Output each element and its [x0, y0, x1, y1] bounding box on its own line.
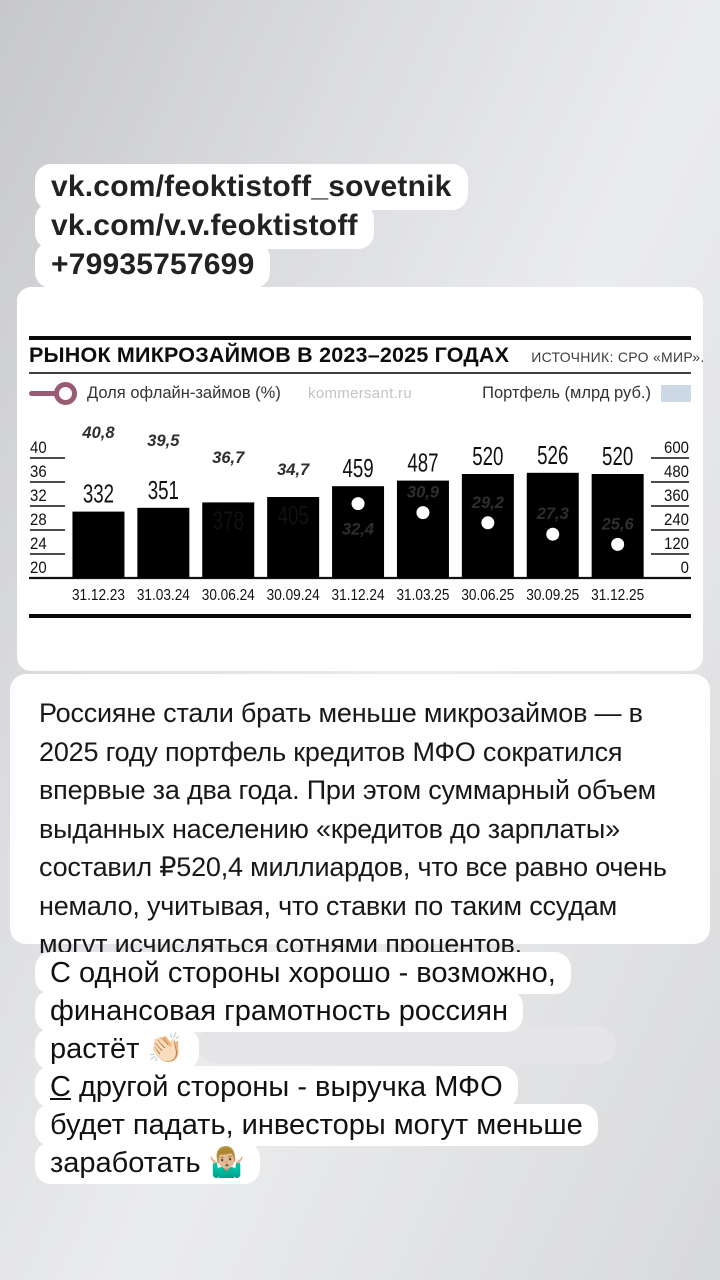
x-axis-label: 31.12.23	[72, 587, 125, 604]
data-point-marker	[221, 471, 235, 485]
data-point-marker	[286, 483, 300, 497]
right-axis-label: 0	[681, 559, 689, 577]
bubble-background-pill	[198, 1026, 616, 1064]
chart-source: ИСТОЧНИК: СРО «МИР».	[531, 349, 705, 365]
contact-phone: +79935757699	[35, 242, 271, 288]
x-axis-label: 30.06.24	[202, 587, 255, 604]
data-point-marker	[416, 506, 430, 520]
line-value-label: 30,9	[407, 484, 440, 502]
bar-value-label: 520	[472, 441, 503, 471]
legend-line-label: Доля офлайн-займов (%)	[87, 383, 281, 402]
note-line: С другой стороны - выручка МФО	[35, 1066, 518, 1108]
left-axis-label: 32	[30, 487, 47, 505]
underlined-letter: С	[50, 1071, 71, 1103]
bar-value-label: 487	[407, 447, 438, 477]
bar	[267, 497, 320, 578]
top-rule	[29, 336, 691, 340]
line-value-label: 39,5	[147, 432, 180, 450]
chart-header: РЫНОК МИКРОЗАЙМОВ В 2023–2025 ГОДАХ ИСТО…	[29, 343, 704, 368]
x-axis-label: 30.06.25	[461, 587, 514, 604]
contacts-bubble: vk.com/feoktistoff_sovetnik vk.com/v.v.f…	[35, 164, 468, 288]
data-point-marker	[156, 454, 170, 468]
right-axis-label: 240	[664, 511, 689, 529]
line-value-label: 25,6	[601, 515, 635, 533]
chart-svg: 40 36 32 28 24 20 600 480 360 240 120 0 332 31.12.23 3…	[29, 424, 691, 604]
bar	[526, 472, 579, 578]
left-axis-label: 28	[30, 511, 47, 529]
x-axis-label: 30.09.24	[267, 587, 320, 604]
right-axis-label: 480	[664, 463, 689, 481]
data-point-marker	[546, 527, 560, 541]
data-point-marker	[91, 446, 105, 460]
x-axis-label: 31.12.25	[591, 587, 644, 604]
bar-value-label: 351	[148, 475, 179, 505]
x-axis-label: 31.03.24	[137, 587, 190, 604]
line-value-label: 40,8	[81, 424, 115, 442]
bar-value-label: 520	[602, 441, 633, 471]
x-axis-label: 30.09.25	[526, 587, 579, 604]
paragraph-text: Россияне стали брать меньше микрозаймов …	[39, 698, 667, 959]
left-axis-label: 20	[30, 559, 47, 577]
line-marker-icon	[29, 381, 77, 405]
watermark: kommersant.ru	[308, 384, 412, 402]
bar	[591, 474, 644, 578]
left-axis-label: 36	[30, 463, 47, 481]
chart-title: РЫНОК МИКРОЗАЙМОВ В 2023–2025 ГОДАХ	[29, 343, 510, 367]
bar-value-label: 405	[278, 500, 309, 530]
chart-legend: Доля офлайн-займов (%) kommersant.ru Пор…	[29, 379, 691, 407]
bar-value-label: 378	[213, 505, 244, 535]
line-value-label: 32,4	[342, 521, 374, 539]
x-axis-label: 31.03.25	[396, 587, 449, 604]
bottom-rule	[29, 614, 691, 618]
notes-bubble: С одной стороны хорошо - возможно, финан…	[35, 952, 598, 1184]
note-line: финансовая грамотность россиян	[35, 990, 523, 1032]
bar-swatch-icon	[661, 384, 691, 402]
line-value-label: 34,7	[277, 461, 310, 479]
line-value-label: 36,7	[212, 449, 245, 467]
data-point-marker	[481, 516, 495, 530]
bar-value-label: 332	[83, 478, 114, 508]
right-axis-label: 120	[664, 535, 689, 553]
right-axis-label: 360	[664, 487, 689, 505]
bar-value-label: 459	[342, 453, 373, 483]
line-value-label: 27,3	[536, 505, 569, 523]
bar-value-label: 526	[537, 440, 568, 470]
left-axis-label: 24	[30, 535, 47, 553]
legend-line-item: Доля офлайн-займов (%)	[29, 381, 281, 405]
chart-card: РЫНОК МИКРОЗАЙМОВ В 2023–2025 ГОДАХ ИСТО…	[17, 287, 704, 671]
bar	[72, 511, 125, 578]
bar	[137, 507, 190, 578]
legend-bar-label: Портфель (млрд руб.)	[482, 383, 651, 402]
bar	[396, 480, 449, 578]
bar	[202, 502, 255, 578]
note-line: растёт 👏🏻	[35, 1028, 199, 1070]
contact-link-2: vk.com/v.v.feoktistoff	[35, 203, 374, 249]
note-line: С одной стороны хорошо - возможно,	[35, 952, 571, 994]
right-axis-label: 600	[664, 439, 689, 457]
data-point-marker	[611, 537, 625, 551]
note-line-rest: другой стороны - выручка МФО	[70, 1071, 503, 1103]
left-axis-label: 40	[30, 439, 47, 457]
legend-bar-item: Портфель (млрд руб.)	[482, 384, 691, 403]
paragraph-card: Россияне стали брать меньше микрозаймов …	[10, 674, 710, 959]
x-axis-label: 31.12.24	[332, 587, 385, 604]
note-line: будет падать, инвесторы могут меньше	[35, 1104, 598, 1146]
contact-link-1: vk.com/feoktistoff_sovetnik	[35, 164, 468, 210]
note-line: заработать 🤷🏼‍♂️	[35, 1142, 260, 1184]
data-point-marker	[351, 497, 365, 511]
line-value-label: 29,2	[471, 494, 504, 512]
title-divider-rule	[29, 372, 691, 374]
